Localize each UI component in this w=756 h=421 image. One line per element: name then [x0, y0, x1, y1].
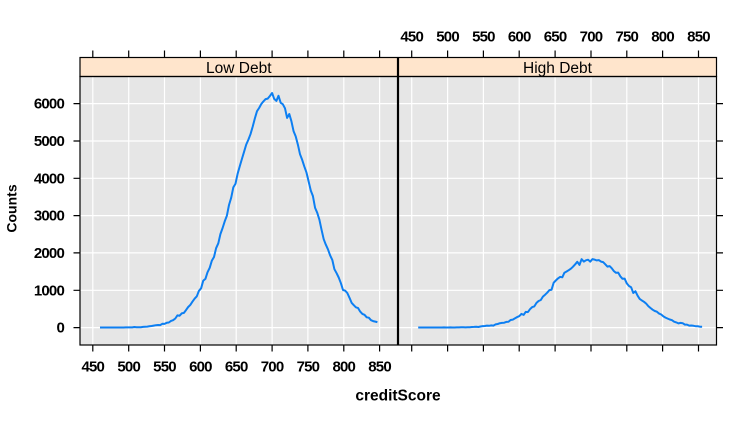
svg-text:650: 650: [544, 29, 567, 46]
svg-text:750: 750: [297, 359, 320, 376]
svg-text:4000: 4000: [34, 170, 65, 187]
svg-text:550: 550: [153, 359, 176, 376]
svg-text:500: 500: [436, 29, 459, 46]
svg-text:700: 700: [580, 29, 603, 46]
svg-text:1000: 1000: [34, 282, 65, 299]
svg-text:800: 800: [651, 29, 674, 46]
svg-text:600: 600: [508, 29, 531, 46]
svg-text:650: 650: [225, 359, 248, 376]
svg-text:500: 500: [117, 359, 140, 376]
svg-text:5000: 5000: [34, 133, 65, 150]
svg-text:Low Debt: Low Debt: [206, 60, 272, 77]
svg-text:High Debt: High Debt: [523, 60, 593, 77]
svg-text:Counts: Counts: [4, 184, 20, 232]
svg-text:6000: 6000: [34, 96, 65, 113]
svg-text:2000: 2000: [34, 245, 65, 262]
svg-text:0: 0: [56, 320, 64, 337]
svg-text:700: 700: [261, 359, 284, 376]
svg-text:creditScore: creditScore: [355, 388, 441, 405]
svg-text:450: 450: [400, 29, 423, 46]
svg-text:3000: 3000: [34, 208, 65, 225]
svg-text:600: 600: [189, 359, 212, 376]
svg-text:550: 550: [472, 29, 495, 46]
svg-text:750: 750: [615, 29, 638, 46]
svg-text:800: 800: [332, 359, 355, 376]
svg-text:850: 850: [368, 359, 391, 376]
svg-text:450: 450: [81, 359, 104, 376]
svg-text:850: 850: [687, 29, 710, 46]
